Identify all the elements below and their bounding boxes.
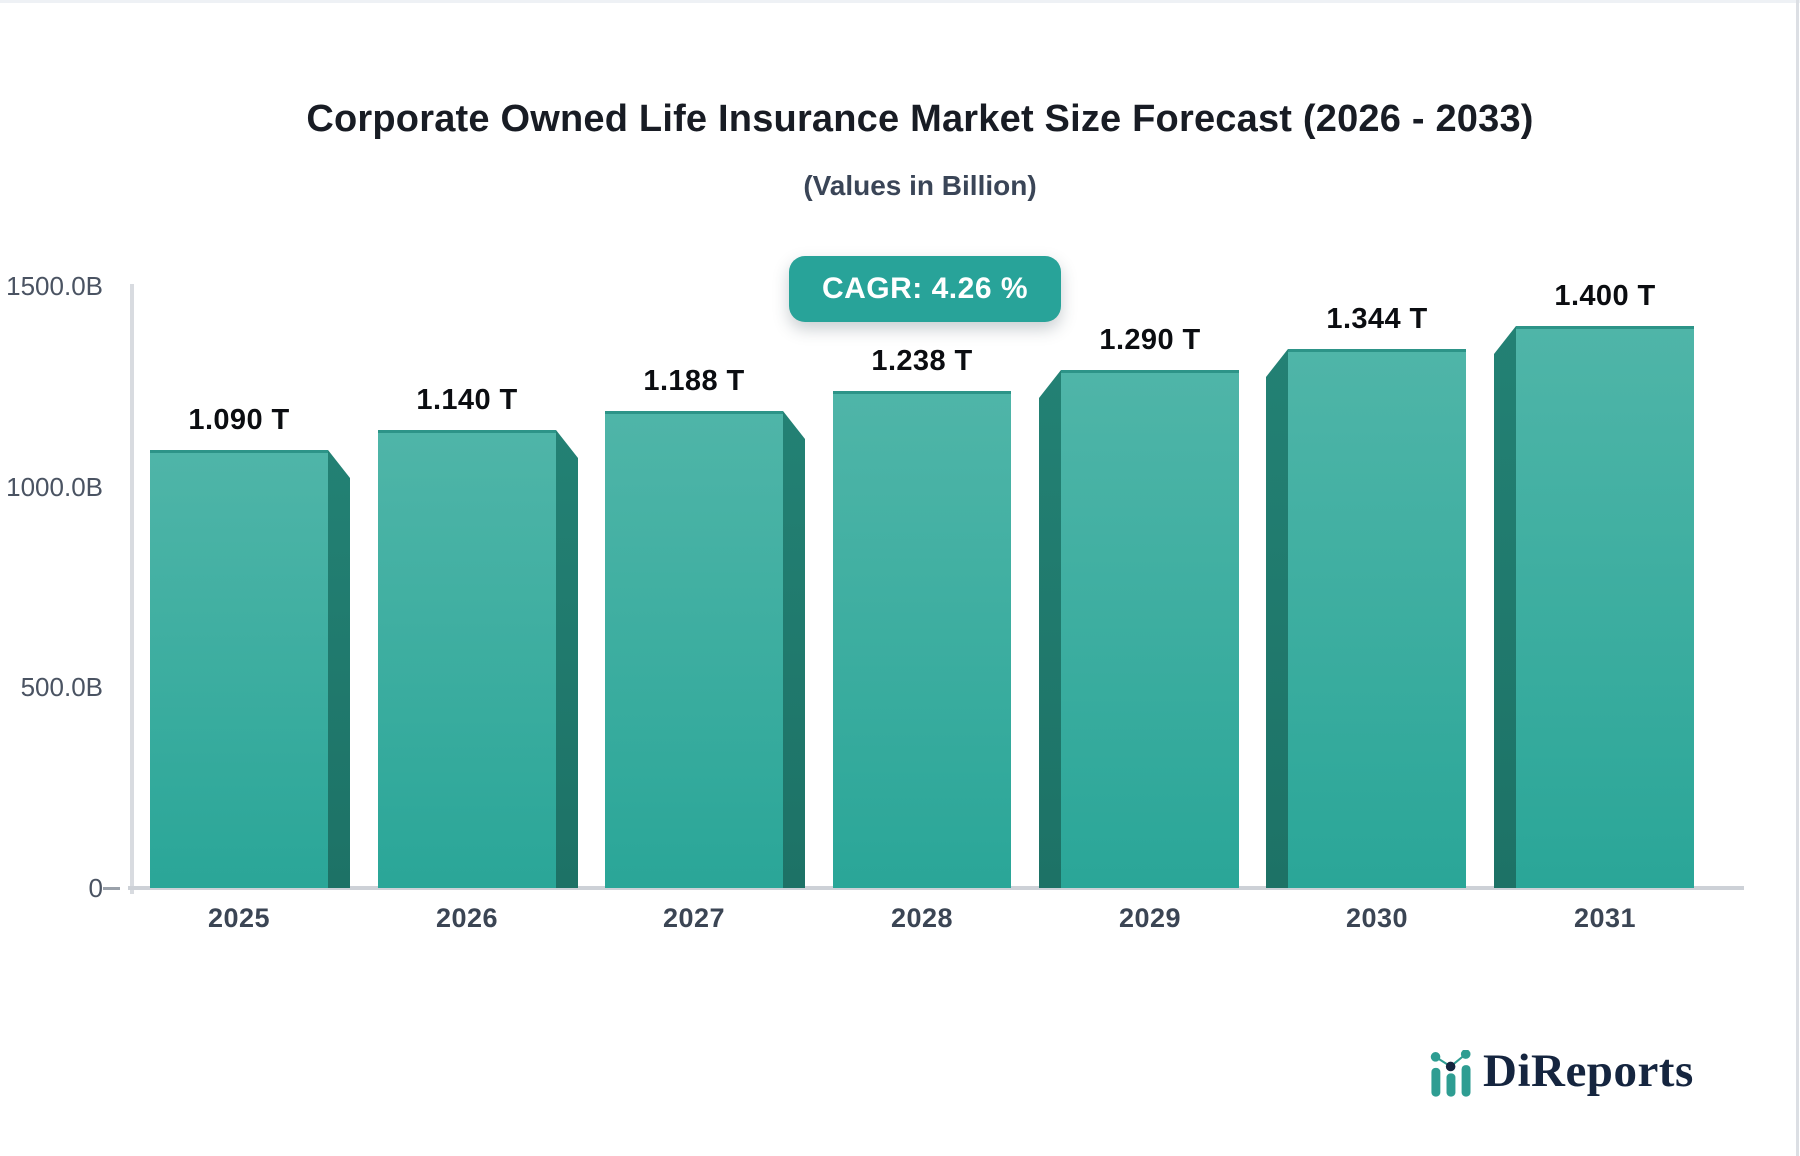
x-axis-label: 2030 <box>1345 903 1409 933</box>
page-right-edge <box>1796 0 1799 1156</box>
x-axis-label: 2028 <box>890 903 954 933</box>
y-axis-tick-label: 0 <box>88 873 103 903</box>
x-axis-line <box>128 886 1744 890</box>
chart-subtitle: (Values in Billion) <box>803 170 1037 201</box>
direports-logo-text: DiReports <box>1483 1045 1694 1097</box>
y-axis-line <box>130 284 134 894</box>
x-axis-label: 2029 <box>1118 903 1182 933</box>
page-top-edge <box>0 0 1800 3</box>
bar-2028[interactable] <box>833 391 1011 888</box>
x-axis-label: 2027 <box>662 903 726 933</box>
direports-logo: DiReports <box>1430 1036 1694 1100</box>
bar-value-label: 1.344 T <box>1326 303 1428 335</box>
x-axis-label: 2025 <box>207 903 271 933</box>
x-axis-label: 2026 <box>435 903 499 933</box>
bar-side-3d <box>1039 370 1061 888</box>
bar-side-3d <box>328 450 350 888</box>
bar-value-label: 1.290 T <box>1099 324 1201 356</box>
bar-value-label: 1.090 T <box>188 404 290 436</box>
bar-2031[interactable] <box>1516 326 1694 888</box>
bar-value-label: 1.400 T <box>1554 280 1656 312</box>
chart-title: Corporate Owned Life Insurance Market Si… <box>306 98 1534 140</box>
cagr-badge-label: CAGR: 4.26 % <box>821 272 1029 305</box>
bar-2027[interactable] <box>605 411 783 888</box>
bar-2029[interactable] <box>1061 370 1239 888</box>
bar-value-label: 1.238 T <box>871 345 973 377</box>
y-axis-tick-label: 1500.0B <box>6 271 103 301</box>
bar-side-3d <box>783 411 805 888</box>
bar-2025[interactable] <box>150 450 328 888</box>
bar-2026[interactable] <box>378 430 556 888</box>
cagr-badge: CAGR: 4.26 % <box>789 256 1061 322</box>
bar-value-label: 1.140 T <box>416 384 518 416</box>
y-axis-tick-label: 500.0B <box>20 672 103 702</box>
direports-logo-icon <box>1430 1050 1471 1097</box>
y-axis-tick-label: 1000.0B <box>6 472 103 502</box>
bar-side-3d <box>1494 326 1516 888</box>
x-axis-label: 2031 <box>1573 903 1637 933</box>
bar-value-label: 1.188 T <box>643 365 745 397</box>
bar-2030[interactable] <box>1288 349 1466 888</box>
bar-side-3d <box>1266 349 1288 888</box>
bar-side-3d <box>556 430 578 888</box>
zero-tick-mark <box>103 887 120 890</box>
